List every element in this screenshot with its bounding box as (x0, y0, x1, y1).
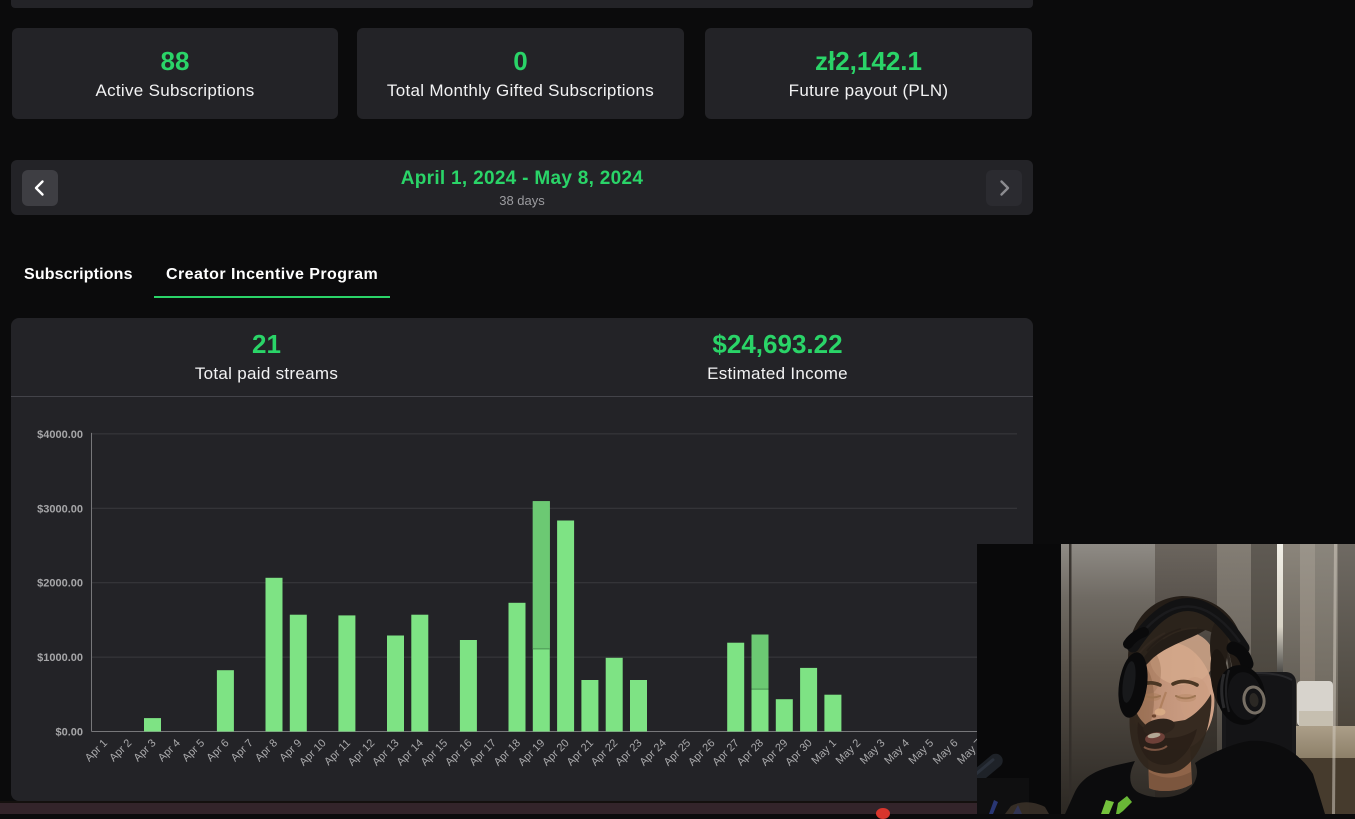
svg-text:May 2: May 2 (834, 737, 864, 767)
svg-text:Apr 1: Apr 1 (83, 737, 110, 764)
svg-text:Apr 3: Apr 3 (132, 737, 159, 764)
svg-text:May 5: May 5 (907, 737, 937, 767)
svg-text:$3000.00: $3000.00 (37, 503, 83, 515)
svg-text:Apr 7: Apr 7 (229, 737, 256, 764)
svg-text:Apr 2: Apr 2 (107, 737, 134, 764)
svg-text:$2000.00: $2000.00 (37, 578, 83, 590)
svg-text:$0.00: $0.00 (55, 727, 83, 739)
svg-text:May 4: May 4 (882, 737, 912, 767)
svg-text:Apr 5: Apr 5 (180, 737, 207, 764)
svg-text:Apr 8: Apr 8 (253, 737, 280, 764)
svg-text:May 1: May 1 (809, 737, 839, 767)
svg-text:$4000.00: $4000.00 (37, 429, 83, 441)
svg-text:May 3: May 3 (858, 737, 888, 767)
svg-text:Apr 4: Apr 4 (156, 737, 183, 764)
svg-text:$1000.00: $1000.00 (37, 652, 83, 664)
svg-text:May 6: May 6 (931, 737, 961, 767)
svg-text:Apr 30: Apr 30 (783, 737, 814, 768)
svg-text:Apr 10: Apr 10 (297, 737, 328, 768)
svg-text:Apr 6: Apr 6 (204, 737, 231, 764)
